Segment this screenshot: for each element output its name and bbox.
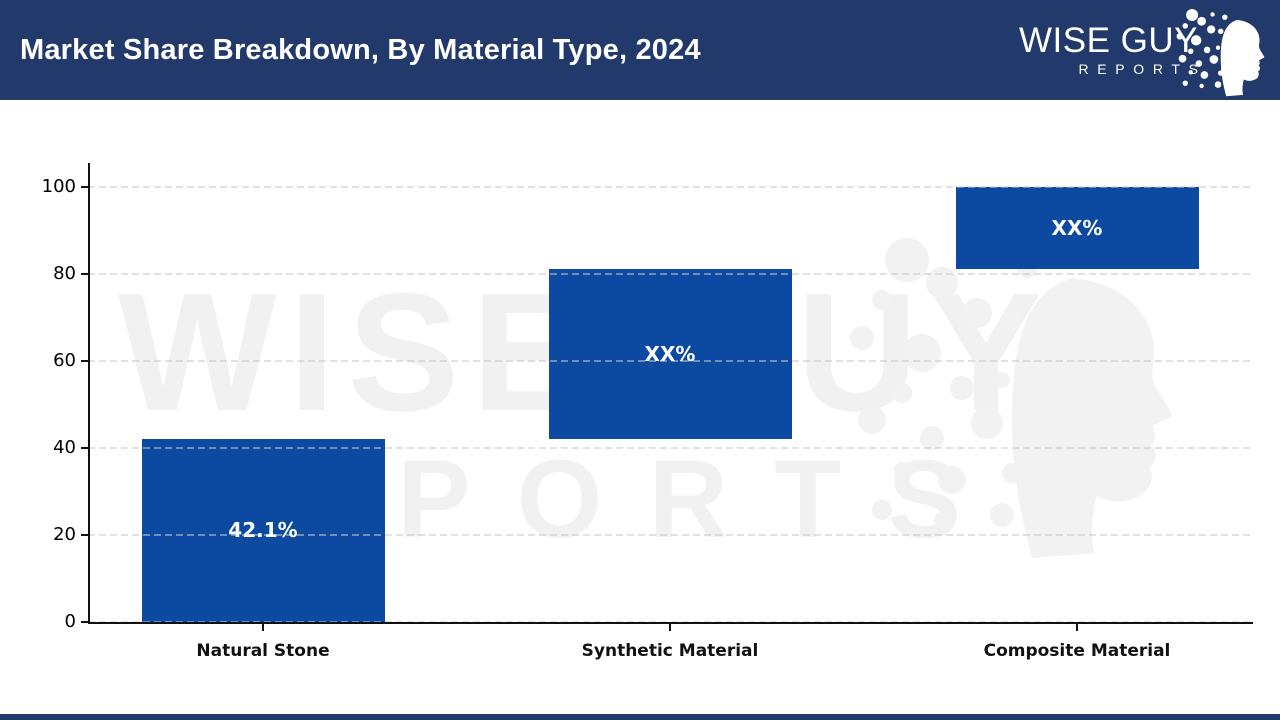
header-bar: Market Share Breakdown, By Material Type… xyxy=(0,0,1280,100)
bar-segment-3 xyxy=(955,187,1199,269)
logo-face-icon xyxy=(1168,9,1268,99)
footer-strip xyxy=(0,714,1280,720)
chart-title: Market Share Breakdown, By Material Type… xyxy=(20,33,701,66)
y-tick-mark-60 xyxy=(81,360,88,362)
y-tick-mark-100 xyxy=(81,186,88,188)
bar-segment-2 xyxy=(548,268,792,439)
y-tick-label-60: 60 xyxy=(53,350,76,371)
gridline-80 xyxy=(88,273,1253,275)
y-axis-line xyxy=(88,163,90,624)
bar-value-label-2: XX% xyxy=(644,341,696,366)
gridline-60 xyxy=(88,360,1253,362)
bar-value-label-3: XX% xyxy=(1051,215,1103,240)
gridline-20 xyxy=(88,534,1253,536)
y-tick-mark-40 xyxy=(81,447,88,449)
gridline-100 xyxy=(88,186,1253,188)
bar-segment-1 xyxy=(141,438,385,622)
logo-brand-name: WISE GUY xyxy=(1018,21,1198,60)
wiseguy-logo: WISE GUY REPORTS xyxy=(1018,5,1270,95)
x-tick-label-3: Composite Material xyxy=(983,641,1171,661)
x-tick-mark-3 xyxy=(1076,624,1078,631)
x-tick-mark-2 xyxy=(669,624,671,631)
x-tick-mark-1 xyxy=(262,624,264,631)
bar-value-label-1: 42.1% xyxy=(228,518,298,543)
y-tick-label-80: 80 xyxy=(53,263,76,284)
logo-reports-label: REPORTS xyxy=(1078,61,1207,77)
x-tick-label-1: Natural Stone xyxy=(196,641,330,661)
y-tick-label-20: 20 xyxy=(53,524,76,545)
y-tick-label-100: 100 xyxy=(41,176,76,197)
y-tick-mark-20 xyxy=(81,534,88,536)
gridline-40 xyxy=(88,447,1253,449)
y-tick-mark-80 xyxy=(81,273,88,275)
y-tick-label-40: 40 xyxy=(53,437,76,458)
x-tick-label-2: Synthetic Material xyxy=(581,641,759,661)
y-tick-label-0: 0 xyxy=(64,611,76,632)
y-tick-mark-0 xyxy=(81,621,88,623)
x-axis-line xyxy=(88,622,1253,624)
logo-text: WISE GUY REPORTS xyxy=(1018,21,1198,78)
